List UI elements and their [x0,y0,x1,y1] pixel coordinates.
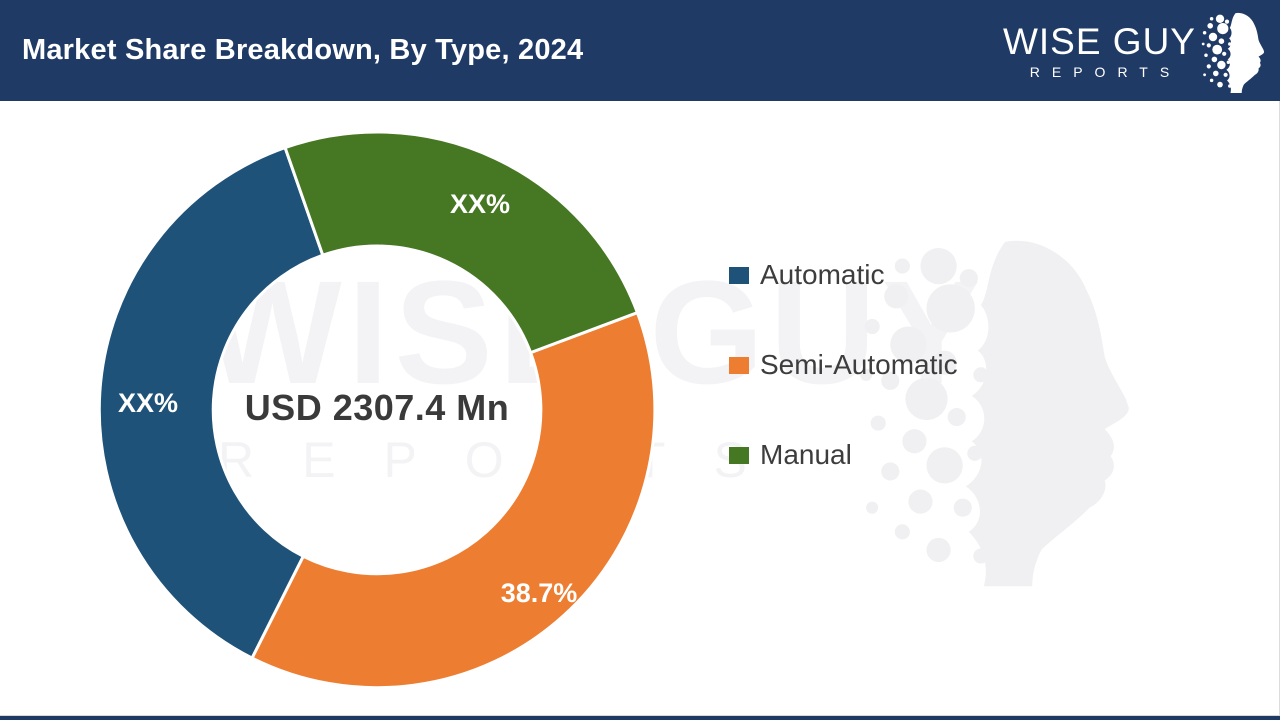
donut-chart: XX% 38.7% XX% [97,130,657,690]
logo-head-icon [1201,12,1265,93]
donut-center-value: USD 2307.4 Mn [244,387,510,428]
page-title: Market Share Breakdown, By Type, 2024 [22,34,584,66]
legend-label: Manual [760,439,852,470]
footer-divider [0,715,1280,716]
slice-label-manual: XX% [450,189,510,219]
footer-bar [0,716,1280,720]
logo-wordmark: WISE GUY [1002,21,1196,63]
legend-label: Semi-Automatic [760,349,958,380]
legend-swatch-manual [729,446,749,464]
header-bar: Market Share Breakdown, By Type, 2024 WI… [0,0,1280,101]
legend-item-semi-automatic: Semi-Automatic [729,348,958,382]
watermark-subtext: REPORTS [218,432,795,488]
slice-manual [283,130,639,355]
slice-label-semi-automatic: 38.7% [501,578,578,608]
slice-semi-automatic [250,311,657,690]
slice-automatic [97,146,325,660]
brand-logo: WISE GUY REPORTS [1003,7,1270,95]
chart-area: WISE GUY REPORTS [0,101,1280,715]
legend-item-manual: Manual [729,438,958,472]
slice-label-automatic: XX% [118,388,178,418]
legend-item-automatic: Automatic [729,258,958,292]
legend-swatch-automatic [729,266,749,284]
legend-swatch-semi-automatic [729,356,749,374]
logo-subtitle: REPORTS [1029,63,1182,80]
legend-label: Automatic [760,259,885,290]
chart-legend: Automatic Semi-Automatic Manual [729,258,958,528]
